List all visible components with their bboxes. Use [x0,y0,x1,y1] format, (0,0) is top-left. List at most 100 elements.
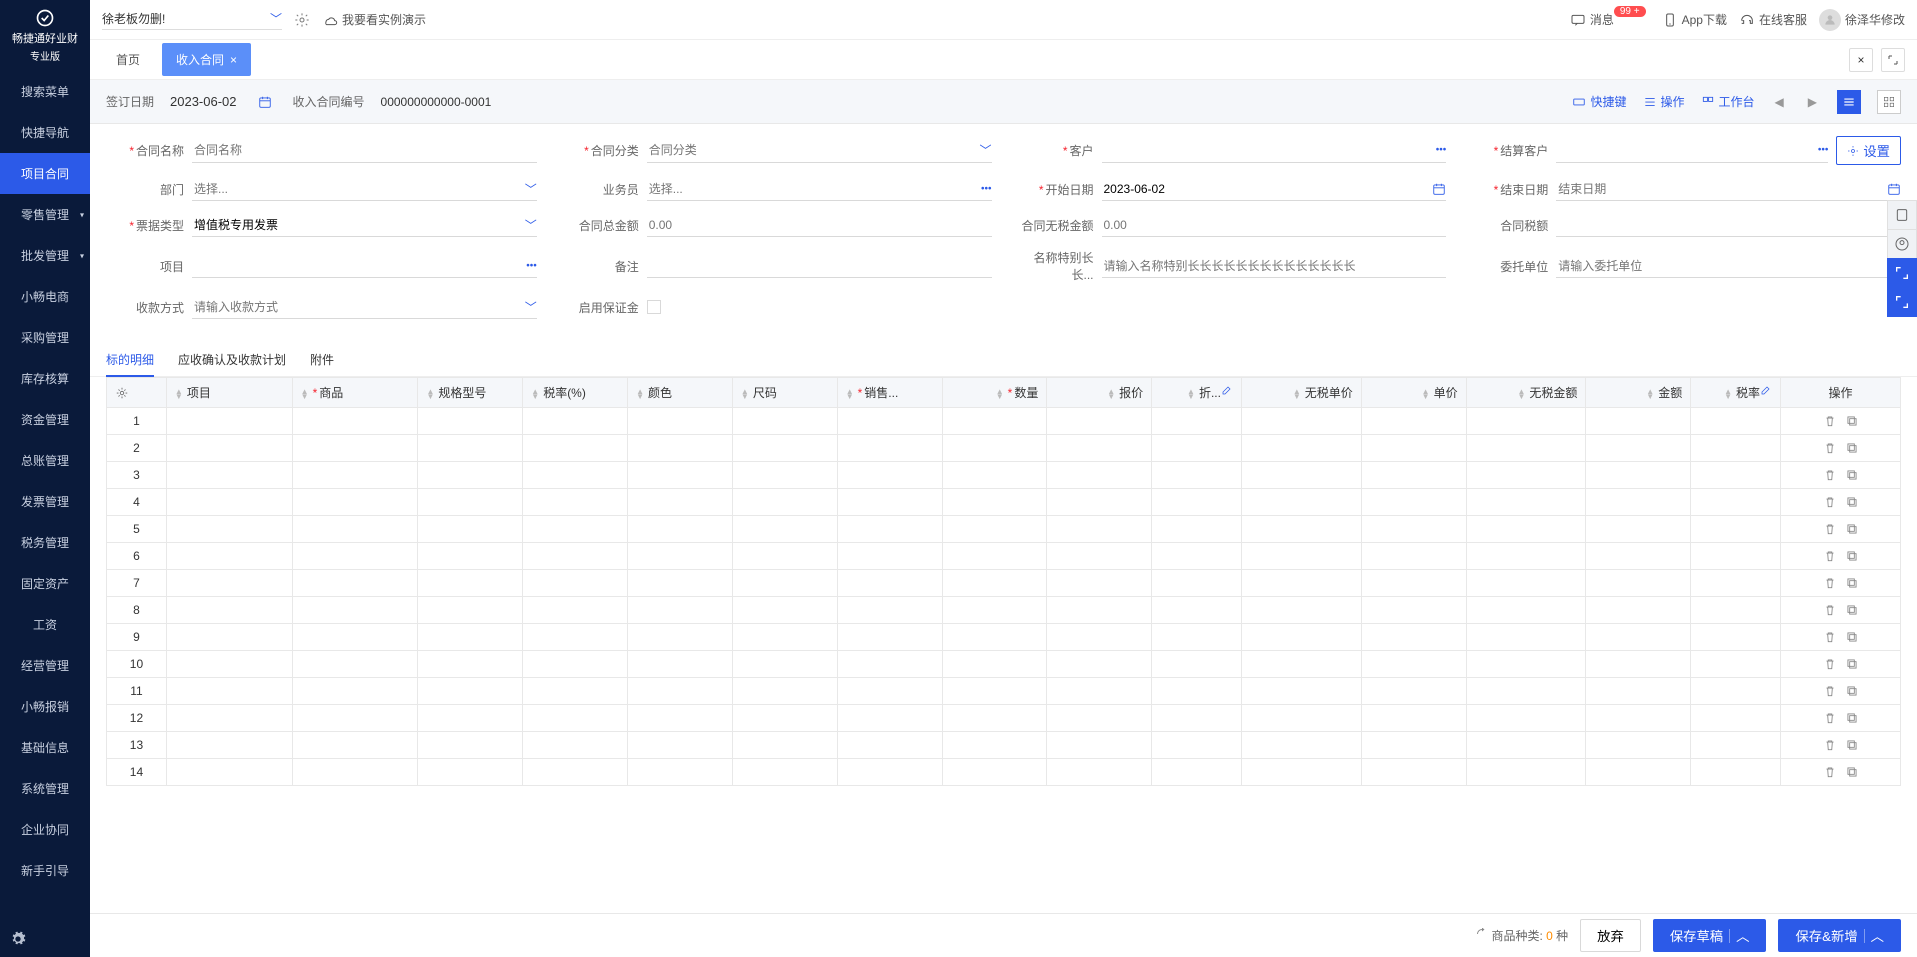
cell[interactable] [1466,651,1586,678]
form-input[interactable] [1556,213,1901,237]
delete-icon[interactable] [1823,711,1837,725]
cell[interactable] [1047,759,1152,786]
delete-icon[interactable] [1823,684,1837,698]
cell[interactable] [1241,759,1361,786]
sidebar-item-7[interactable]: 库存核算 [0,358,90,399]
table-row[interactable]: 6 [107,543,1901,570]
table-row[interactable]: 2 [107,435,1901,462]
tab-close-button[interactable]: × [1849,48,1873,72]
save-new-button[interactable]: 保存&新增 ︿ [1778,919,1901,952]
form-input[interactable] [1102,177,1447,201]
account-selector[interactable]: 徐老板勿删! ﹀ [102,10,282,30]
cell[interactable] [166,624,292,651]
col-header-12[interactable]: ▲▼无税金额 [1466,378,1586,408]
col-header-14[interactable]: ▲▼税率 [1691,378,1781,408]
cell[interactable] [1241,489,1361,516]
cell[interactable] [1241,732,1361,759]
copy-icon[interactable] [1845,630,1859,644]
cell[interactable] [1586,408,1691,435]
rail-btn-4[interactable] [1887,287,1917,317]
cell[interactable] [1047,462,1152,489]
cell[interactable] [1361,543,1466,570]
cell[interactable] [292,570,418,597]
demo-link[interactable]: 我要看实例演示 [322,11,426,28]
cell[interactable] [292,435,418,462]
cell[interactable] [1361,435,1466,462]
form-input[interactable] [192,139,537,163]
form-input[interactable]: ﹀ [192,213,537,237]
cell[interactable] [1361,651,1466,678]
cell[interactable] [942,705,1047,732]
cell[interactable] [292,489,418,516]
cell[interactable] [1691,732,1781,759]
copy-icon[interactable] [1845,549,1859,563]
more-icon[interactable]: ••• [981,183,992,194]
cell[interactable] [292,408,418,435]
cell[interactable] [1466,705,1586,732]
cell[interactable] [628,543,733,570]
cell[interactable] [942,678,1047,705]
cell[interactable] [418,462,523,489]
cell[interactable] [418,651,523,678]
cell[interactable] [1466,678,1586,705]
view-card-button[interactable] [1877,90,1901,114]
delete-icon[interactable] [1823,414,1837,428]
cell[interactable] [523,462,628,489]
text-input[interactable] [649,182,974,196]
cell[interactable] [166,705,292,732]
cell[interactable] [418,435,523,462]
col-header-4[interactable]: ▲▼颜色 [628,378,733,408]
col-header-5[interactable]: ▲▼尺码 [732,378,837,408]
cell[interactable] [1691,408,1781,435]
cell[interactable] [628,570,733,597]
cell[interactable] [1152,489,1242,516]
cell[interactable] [1152,651,1242,678]
table-row[interactable]: 8 [107,597,1901,624]
cell[interactable] [523,759,628,786]
cell[interactable] [1586,759,1691,786]
cell[interactable] [837,408,942,435]
cell[interactable] [628,624,733,651]
sidebar-item-6[interactable]: 采购管理 [0,317,90,358]
table-row[interactable]: 4 [107,489,1901,516]
calendar-icon[interactable] [1887,182,1901,196]
cell[interactable] [292,759,418,786]
form-input[interactable]: ••• [1556,254,1901,278]
cell[interactable] [1466,435,1586,462]
sidebar-item-16[interactable]: 基础信息 [0,727,90,768]
cell[interactable] [166,489,292,516]
cell[interactable] [942,651,1047,678]
cell[interactable] [942,624,1047,651]
cell[interactable] [1691,678,1781,705]
more-icon[interactable]: ••• [1436,145,1447,156]
text-input[interactable] [1104,143,1429,157]
discard-button[interactable]: 放弃 [1580,919,1641,952]
cell[interactable] [1152,624,1242,651]
operate-button[interactable]: 操作 [1643,93,1685,110]
cell[interactable] [1047,516,1152,543]
cell[interactable] [1466,759,1586,786]
table-row[interactable]: 3 [107,462,1901,489]
copy-icon[interactable] [1845,576,1859,590]
text-input[interactable] [194,182,519,196]
cell[interactable] [1361,408,1466,435]
sidebar-item-9[interactable]: 总账管理 [0,440,90,481]
cell[interactable] [1466,462,1586,489]
cell[interactable] [837,678,942,705]
text-input[interactable] [194,218,519,232]
cell[interactable] [628,651,733,678]
cell[interactable] [732,489,837,516]
sidebar-item-2[interactable]: 项目合同 [0,153,90,194]
cell[interactable] [1152,543,1242,570]
cell[interactable] [732,462,837,489]
cell[interactable] [1361,759,1466,786]
sidebar-item-19[interactable]: 新手引导 [0,850,90,891]
cell[interactable] [732,570,837,597]
cell[interactable] [1361,462,1466,489]
cell[interactable] [1241,705,1361,732]
cell[interactable] [837,489,942,516]
cell[interactable] [628,516,733,543]
sidebar-item-14[interactable]: 经营管理 [0,645,90,686]
cell[interactable] [1047,678,1152,705]
chevron-down-icon[interactable]: ﹀ [525,298,537,315]
